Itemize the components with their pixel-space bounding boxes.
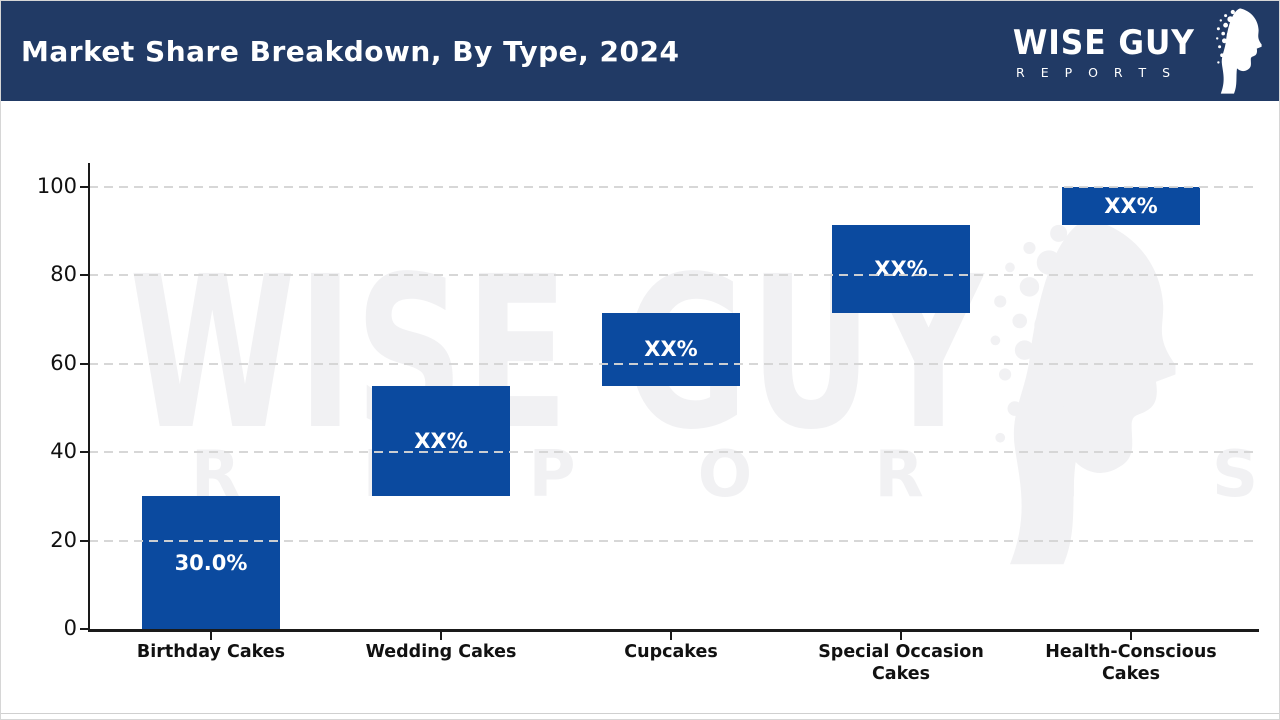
header-bar: Market Share Breakdown, By Type, 2024 WI… xyxy=(1,1,1279,101)
watermark-dotted-head-icon xyxy=(990,218,1176,565)
y-tick-60 xyxy=(80,362,88,365)
bar-birthday-cakes: 30.0% xyxy=(142,496,280,629)
gridline-60 xyxy=(89,362,1259,365)
dotted-head-icon xyxy=(1216,8,1262,94)
x-tick-3 xyxy=(900,632,902,640)
x-category-label: Birthday Cakes xyxy=(136,642,286,662)
gridline-40 xyxy=(89,451,1259,454)
bar-wedding-cakes: XX% xyxy=(372,385,510,497)
x-category-label: Health-Conscious Cakes xyxy=(1045,642,1217,684)
bar-health-conscious-cakes: XX% xyxy=(1062,187,1200,225)
bar-value-label: XX% xyxy=(874,256,928,281)
y-axis-spine xyxy=(88,163,90,631)
bar-value-label: 30.0% xyxy=(174,550,248,575)
y-tick-label-20: 20 xyxy=(50,527,77,552)
wise-guy-reports-logo: WISE GUY R E P O R T S xyxy=(1007,1,1267,101)
x-tick-1 xyxy=(440,632,442,640)
y-tick-20 xyxy=(80,539,88,542)
x-tick-0 xyxy=(210,632,212,640)
x-category-label: Wedding Cakes xyxy=(365,642,517,662)
gridline-80 xyxy=(89,274,1259,277)
y-tick-0 xyxy=(80,628,88,630)
y-tick-label-0: 0 xyxy=(63,616,77,640)
x-category-label: Cupcakes xyxy=(624,642,718,662)
gridline-20 xyxy=(89,539,1259,542)
bar-value-label: XX% xyxy=(644,337,698,362)
bar-cupcakes: XX% xyxy=(602,312,740,386)
x-category-label: Special Occasion Cakes xyxy=(818,642,984,684)
bar-value-label: XX% xyxy=(414,429,468,454)
x-axis-spine xyxy=(88,629,1259,632)
x-tick-2 xyxy=(670,632,672,640)
page-title: Market Share Breakdown, By Type, 2024 xyxy=(21,34,680,68)
logo-wordmark: WISE GUY xyxy=(1012,23,1195,63)
chart-canvas: WISE GUY R E P O R T S 30.0% XX% XX% XX% XX%… xyxy=(1,101,1279,719)
y-tick-80 xyxy=(80,274,88,277)
y-tick-label-80: 80 xyxy=(50,262,77,287)
footer-divider xyxy=(1,713,1279,714)
x-tick-4 xyxy=(1130,632,1132,640)
bar-special-occasion-cakes: XX% xyxy=(832,224,970,313)
y-tick-label-40: 40 xyxy=(50,439,77,464)
y-tick-100 xyxy=(80,186,88,188)
logo-subtitle: R E P O R T S xyxy=(1016,65,1177,80)
gridline-100 xyxy=(89,186,1259,188)
y-tick-label-60: 60 xyxy=(50,350,77,375)
y-tick-40 xyxy=(80,451,88,454)
y-tick-label-100: 100 xyxy=(36,174,77,198)
logo-text: WISE GUY R E P O R T S xyxy=(997,23,1195,80)
bar-value-label: XX% xyxy=(1104,193,1158,218)
